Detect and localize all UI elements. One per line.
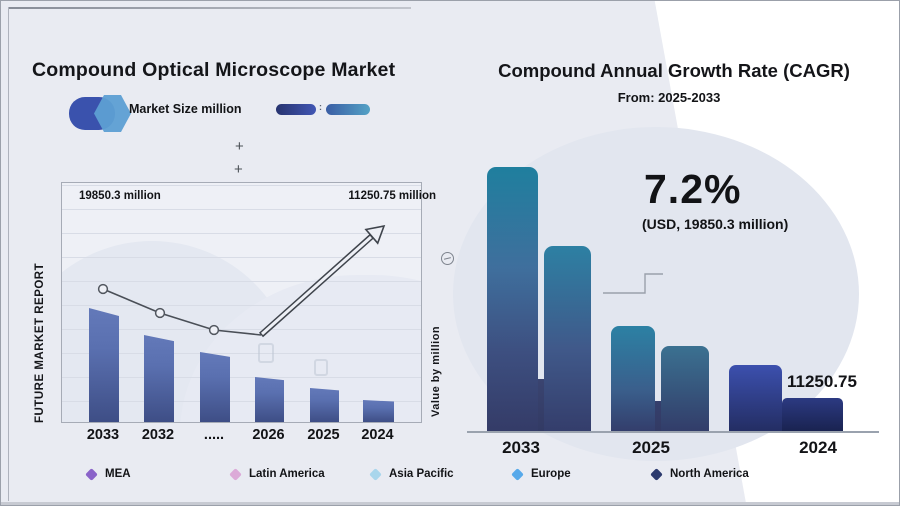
left-axis-tick-label: 2024 — [361, 427, 394, 443]
plus-mark-icon: + — [234, 161, 243, 178]
diamond-marker-icon — [369, 467, 382, 481]
left-axis-tick-label: 2032 — [141, 427, 175, 443]
right-bar-group-2024 — [729, 141, 843, 432]
right-axis-tick-label: 2025 — [632, 438, 670, 457]
right-bar-2033 — [544, 246, 591, 432]
left-axis-tick-label: ..... — [203, 427, 225, 443]
left-bar-2025 — [310, 388, 339, 422]
legend-item-europe: Europe — [511, 467, 571, 481]
legend-item-latin-america: Latin America — [229, 467, 325, 481]
gridlines — [62, 183, 421, 422]
trend-line-arrow — [97, 224, 386, 338]
left-chart-panel: 19850.3 million 11250.75 million — [61, 182, 436, 423]
gradient-pill-icon-2 — [326, 104, 370, 115]
watermark-icon — [258, 343, 274, 363]
diamond-marker-icon — [229, 467, 242, 481]
right-chart-axis-line — [467, 431, 879, 433]
right-axis-tick-label: 2033 — [502, 438, 540, 457]
left-axis-tick-label: 2033 — [86, 427, 120, 443]
right-bar-group-2025 — [611, 141, 709, 432]
diamond-marker-icon — [650, 467, 663, 481]
legend-label: Asia Pacific — [389, 468, 454, 480]
right-bar-2024 — [729, 365, 782, 432]
right-chart-bars — [461, 141, 881, 432]
right-bar-group-2033 — [487, 141, 591, 432]
legend-item-north-america: North America — [650, 467, 749, 481]
legend-label: MEA — [105, 468, 131, 480]
frame-top-line — [9, 7, 411, 9]
side-watermark-text: FUTURE MARKET REPORT — [34, 262, 46, 423]
legend-item-mea: MEA — [85, 467, 131, 481]
left-bar-2026 — [255, 377, 284, 422]
minus-circle-icon — [441, 252, 454, 265]
value-axis-label: Value by million — [430, 325, 442, 417]
frame-left-line — [8, 7, 9, 501]
left-chart-title: Compound Optical Microscope Market — [32, 59, 396, 81]
legend-label: Latin America — [249, 468, 325, 480]
left-bar-..... — [200, 352, 230, 422]
diamond-marker-icon — [511, 467, 524, 481]
right-bar-2033 — [487, 167, 538, 432]
right-bar-2025 — [661, 346, 709, 432]
left-axis-tick-label: 2025 — [307, 427, 340, 443]
right-chart-x-axis: 2033 2025 2024 — [461, 438, 881, 458]
left-bar-2024 — [363, 400, 394, 422]
market-size-label: Market Size million — [129, 102, 242, 116]
diamond-marker-icon — [85, 467, 98, 481]
left-chart-x-axis: 2033 2032..... 2026 2025 2024 — [61, 427, 422, 445]
step-decoration-icon — [603, 273, 663, 294]
watermark-icon — [314, 359, 328, 376]
market-size-icon — [69, 95, 131, 132]
cagr-detail: (USD, 19850.3 million) — [642, 216, 789, 232]
cagr-value: 7.2% — [644, 166, 742, 212]
legend-label: North America — [670, 468, 749, 480]
start-value-label: 19850.3 million — [79, 190, 161, 202]
left-axis-tick-label: 2026 — [252, 427, 285, 443]
left-bar-2033 — [89, 308, 119, 422]
left-chart-bars — [62, 183, 421, 422]
right-chart-subtitle: From: 2025-2033 — [617, 90, 721, 105]
legend-item-asia-pacific: Asia Pacific — [369, 467, 454, 481]
right-bar-2025 — [611, 326, 655, 432]
left-bar-2032 — [144, 335, 174, 422]
plus-mark-icon: + — [235, 138, 244, 155]
right-bar-2024 — [782, 398, 843, 432]
frame-bottom-strip — [1, 502, 899, 505]
legend-label: Europe — [531, 468, 571, 480]
right-axis-tick-label: 2024 — [799, 438, 837, 457]
callout-value: 11250.75 — [787, 372, 857, 391]
end-value-label: 11250.75 million — [348, 190, 436, 202]
pill-separator: : — [319, 102, 322, 112]
gradient-pill-icon-1 — [276, 104, 316, 115]
arrowhead-icon — [364, 224, 386, 245]
right-chart-title: Compound Annual Growth Rate (CAGR) — [498, 60, 850, 81]
